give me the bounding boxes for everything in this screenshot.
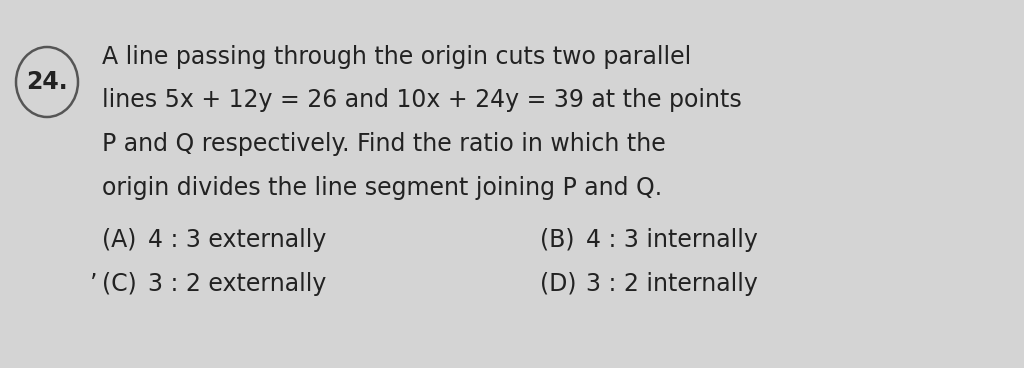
Text: A line passing through the origin cuts two parallel: A line passing through the origin cuts t… bbox=[102, 45, 691, 69]
Text: (C): (C) bbox=[102, 272, 137, 296]
Text: ’: ’ bbox=[90, 272, 97, 296]
Text: 4 : 3 internally: 4 : 3 internally bbox=[586, 228, 758, 252]
Text: (D): (D) bbox=[540, 272, 577, 296]
Text: (B): (B) bbox=[540, 228, 574, 252]
Text: 3 : 2 internally: 3 : 2 internally bbox=[586, 272, 758, 296]
Text: origin divides the line segment joining P and Q.: origin divides the line segment joining … bbox=[102, 176, 663, 200]
Text: 24.: 24. bbox=[27, 70, 68, 94]
Text: 4 : 3 externally: 4 : 3 externally bbox=[148, 228, 327, 252]
Text: 3 : 2 externally: 3 : 2 externally bbox=[148, 272, 327, 296]
Text: P and Q respectively. Find the ratio in which the: P and Q respectively. Find the ratio in … bbox=[102, 132, 666, 156]
Text: (A): (A) bbox=[102, 228, 136, 252]
Text: lines 5x + 12y = 26 and 10x + 24y = 39 at the points: lines 5x + 12y = 26 and 10x + 24y = 39 a… bbox=[102, 88, 741, 112]
